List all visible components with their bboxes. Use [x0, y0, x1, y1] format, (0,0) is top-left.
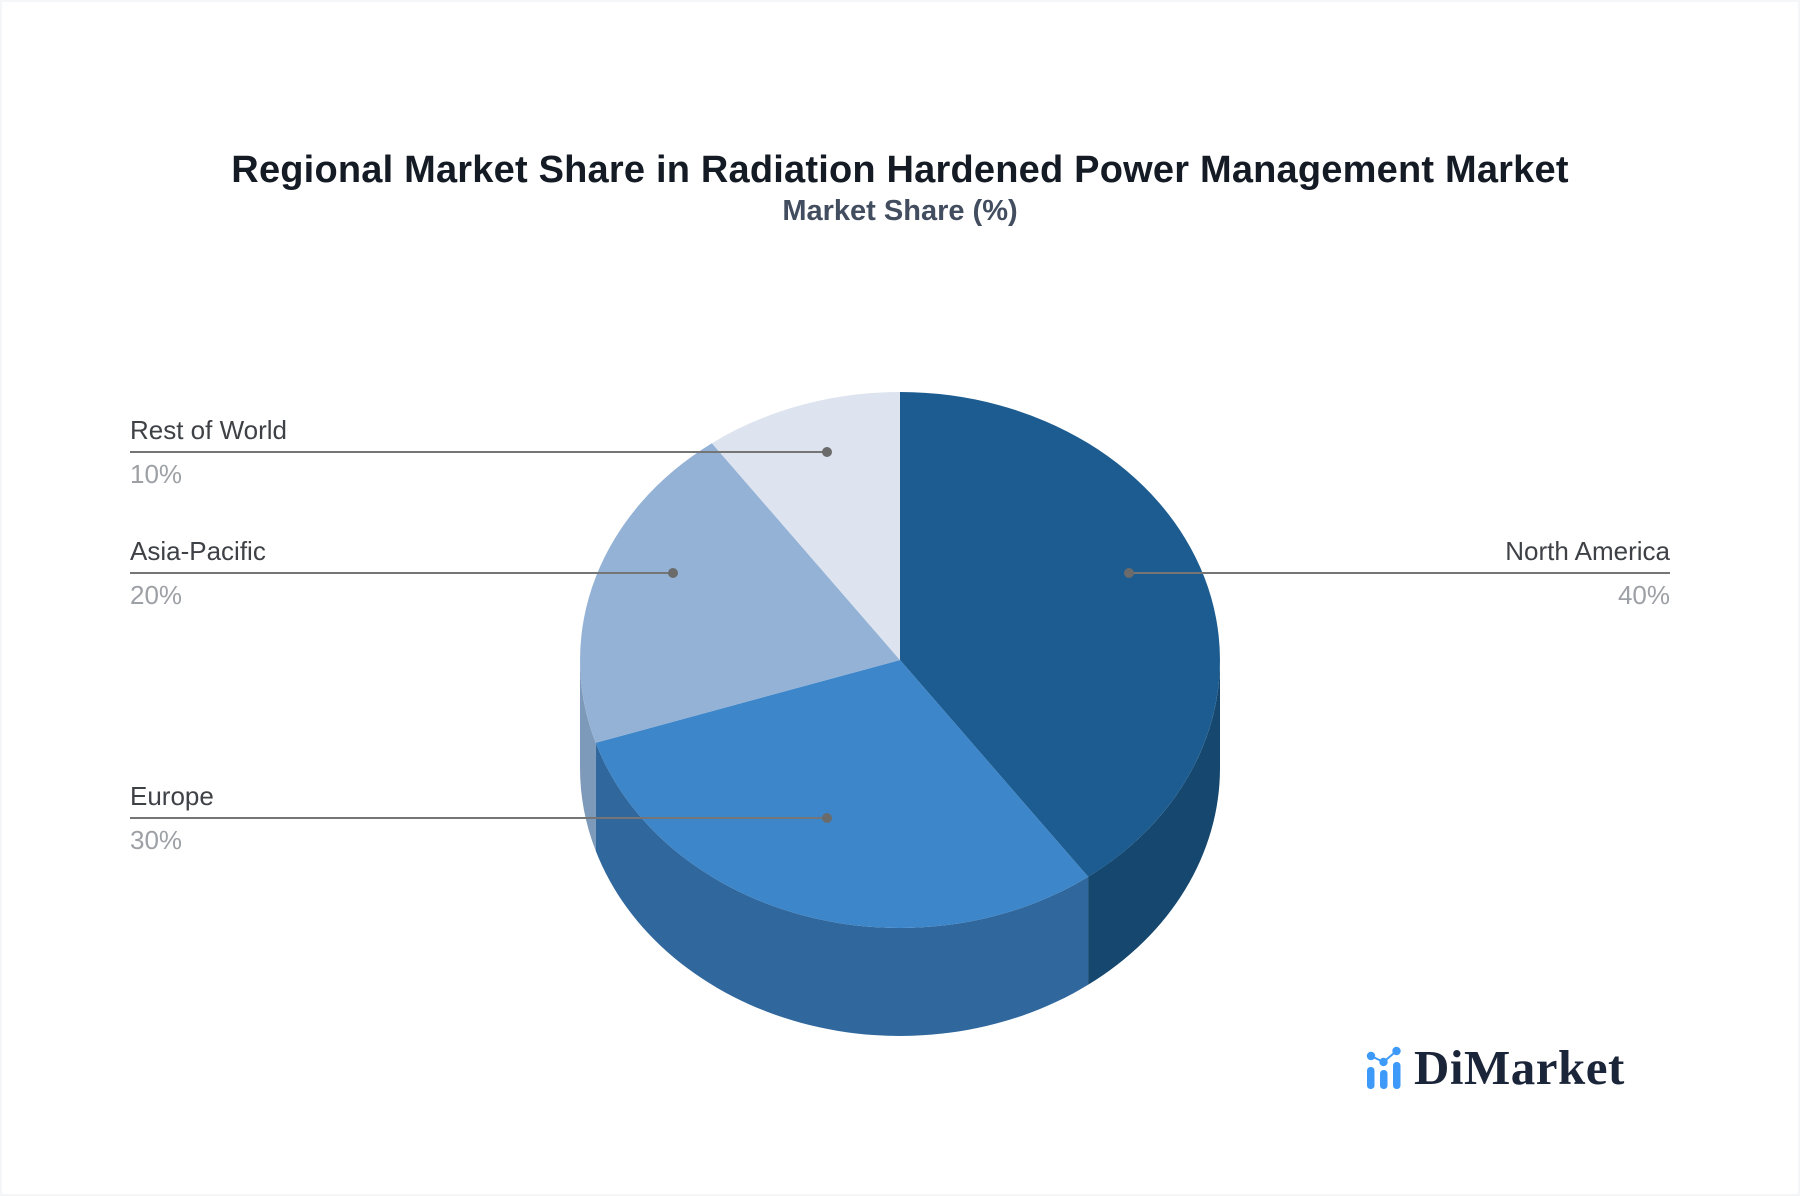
callout-label-rest-of-world: Rest of World — [130, 415, 288, 445]
callout-label-asia-pacific: Asia-Pacific — [130, 536, 266, 566]
pie-slice-side-asia-pacific — [580, 660, 596, 851]
leader-dot-europe — [822, 813, 832, 823]
dimarket-logo-text: DiMarket — [1414, 1040, 1625, 1095]
pie-slice-asia-pacific[interactable] — [580, 443, 900, 743]
pie-slice-rest-of-world[interactable] — [711, 392, 900, 660]
callout-label-europe: Europe — [130, 781, 214, 811]
callout-value-rest-of-world: 10% — [130, 459, 183, 489]
bar-line-chart-icon — [1366, 1046, 1401, 1089]
callout-label-north-america: North America — [1505, 536, 1670, 566]
callout-value-asia-pacific: 20% — [130, 580, 183, 610]
pie-slice-europe[interactable] — [595, 660, 1089, 928]
leader-dot-asia-pacific — [668, 568, 678, 578]
dimarket-logo: DiMarket — [1363, 1040, 1663, 1100]
leader-dot-north-america — [1124, 568, 1134, 578]
chart-title: Regional Market Share in Radiation Harde… — [231, 149, 1569, 191]
leader-dot-rest-of-world — [822, 447, 832, 457]
callout-value-north-america: 40% — [1617, 580, 1670, 610]
chart-subtitle: Market Share (%) — [782, 195, 1018, 227]
pie-slice-side-north-america — [1088, 660, 1220, 985]
pie-slice-side-europe — [595, 742, 1089, 1036]
pie-slice-north-america[interactable] — [900, 392, 1220, 877]
callout-value-europe: 30% — [130, 825, 183, 855]
